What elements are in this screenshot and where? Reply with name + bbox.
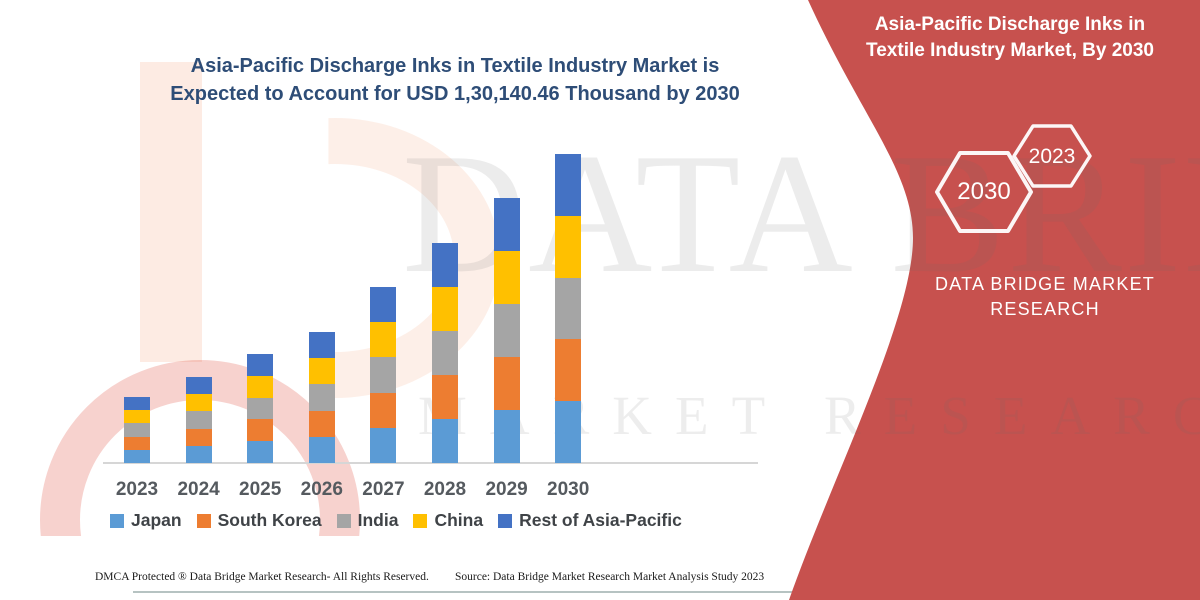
bar-2026 (308, 331, 335, 463)
chart-title-line2: Expected to Account for USD 1,30,140.46 … (170, 83, 740, 105)
legend-item-india: India (336, 510, 399, 531)
bar-2025-segment-rest-of-asia-pacific (247, 354, 274, 376)
bar-2030-segment-japan (555, 401, 582, 463)
bar-2028-segment-south-korea (432, 374, 458, 419)
bar-2027-segment-rest-of-asia-pacific (370, 286, 397, 323)
bar-2026-segment-india (308, 384, 335, 411)
bar-2024 (185, 377, 212, 463)
x-axis-label-2027: 2027 (362, 479, 405, 500)
bar-2028-segment-china (432, 286, 458, 331)
legend-swatch-china (413, 513, 428, 528)
bar-2026-segment-rest-of-asia-pacific (308, 331, 335, 359)
bottom-divider-line (133, 591, 1037, 593)
footer-dmca-text: DMCA Protected ® Data Bridge Market Rese… (95, 571, 429, 583)
bar-2027-segment-japan (370, 427, 397, 463)
bar-2030 (555, 154, 582, 463)
x-axis-label-2029: 2029 (485, 479, 528, 500)
legend-item-rest-of-asia-pacific: Rest of Asia-Pacific (498, 510, 682, 531)
chart-legend: Japan South Korea India China Rest of Asia-P… (110, 510, 682, 531)
bar-2024-segment-south-korea (185, 428, 212, 446)
bar-2030-segment-india (555, 277, 582, 340)
x-axis-label-2028: 2028 (423, 479, 467, 500)
x-axis-label-2025: 2025 (239, 479, 282, 500)
legend-label-india: India (357, 510, 399, 530)
footer-source-text: Source: Data Bridge Market Research Mark… (455, 571, 765, 583)
bar-2027-segment-south-korea (370, 392, 397, 428)
bar-2029-segment-japan (493, 409, 520, 463)
watermark-logo-bar-shape (140, 62, 202, 362)
bar-2028-segment-rest-of-asia-pacific (432, 242, 458, 287)
bar-2025 (247, 354, 274, 463)
bar-2025-segment-india (247, 397, 274, 420)
legend-swatch-south-korea (196, 513, 211, 528)
legend-label-south-korea: South Korea (217, 510, 322, 530)
bar-2028 (432, 242, 458, 463)
bar-2023-segment-india (124, 423, 150, 437)
bar-2026-segment-south-korea (308, 410, 335, 437)
legend-swatch-rest-of-asia-pacific (498, 513, 513, 528)
bar-2030-segment-china (555, 215, 582, 278)
bar-2029-segment-south-korea (493, 356, 520, 410)
bar-2023-segment-japan (124, 449, 150, 463)
legend-swatch-india (336, 513, 351, 528)
bar-2023-segment-china (124, 410, 150, 424)
legend-label-japan: Japan (131, 510, 182, 530)
bar-2023 (124, 396, 150, 463)
legend-label-rest-of-asia-pacific: Rest of Asia-Pacific (519, 510, 682, 530)
bar-2027-segment-china (370, 322, 397, 358)
bar-2029-segment-rest-of-asia-pacific (493, 197, 520, 251)
bar-2027 (370, 286, 397, 463)
chart-title-line1: Asia-Pacific Discharge Inks in Textile I… (190, 55, 720, 77)
bar-2029-segment-india (493, 303, 520, 357)
bar-2025-segment-south-korea (247, 419, 274, 442)
x-axis-label-2026: 2026 (300, 479, 343, 500)
bar-2029-segment-china (493, 250, 520, 304)
bar-2025-segment-japan (247, 441, 274, 463)
x-axis-label-2030: 2030 (547, 479, 590, 500)
bar-2028-segment-japan (432, 418, 458, 463)
legend-swatch-japan (110, 513, 124, 528)
bar-2030-segment-south-korea (555, 339, 582, 402)
legend-label-china: China (434, 510, 484, 530)
bar-2024-segment-japan (185, 445, 212, 463)
legend-item-japan: Japan (110, 510, 182, 531)
bar-2029 (493, 197, 520, 463)
x-axis-label-2024: 2024 (177, 479, 220, 500)
bar-2024-segment-china (185, 394, 212, 412)
bar-2023-segment-south-korea (124, 436, 150, 450)
bar-2030-segment-rest-of-asia-pacific (555, 154, 582, 216)
bar-2024-segment-rest-of-asia-pacific (185, 377, 212, 395)
bar-2023-segment-rest-of-asia-pacific (124, 396, 150, 411)
bar-2026-segment-japan (308, 436, 335, 463)
legend-item-china: China (413, 510, 483, 531)
bar-2028-segment-india (432, 330, 458, 375)
bar-2025-segment-china (247, 375, 274, 398)
chart-title: Asia-Pacific Discharge Inks in Textile I… (130, 52, 780, 108)
bar-2026-segment-china (308, 358, 335, 385)
legend-item-south-korea: South Korea (196, 510, 322, 531)
bar-2024-segment-india (185, 411, 212, 429)
bar-2027-segment-india (370, 357, 397, 393)
x-axis-line (103, 462, 758, 464)
x-axis-label-2023: 2023 (115, 479, 159, 500)
